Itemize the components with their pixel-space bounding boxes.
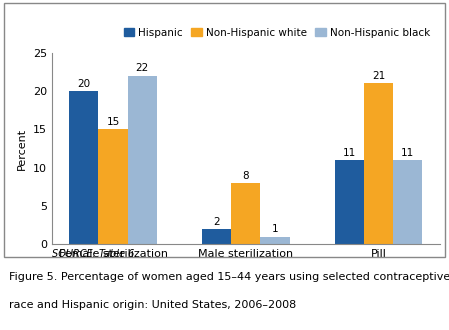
Bar xyxy=(98,129,128,244)
Bar xyxy=(69,91,98,244)
Bar xyxy=(364,83,393,244)
Text: 11: 11 xyxy=(343,148,356,158)
Bar xyxy=(128,76,157,244)
Text: 2: 2 xyxy=(213,216,220,227)
Text: SOURCE: Table 6.: SOURCE: Table 6. xyxy=(52,249,137,259)
Text: 1: 1 xyxy=(272,224,278,234)
Text: Figure 5. Percentage of women aged 15–44 years using selected contraceptive meth: Figure 5. Percentage of women aged 15–44… xyxy=(9,272,449,282)
Legend: Hispanic, Non-Hispanic white, Non-Hispanic black: Hispanic, Non-Hispanic white, Non-Hispan… xyxy=(119,23,434,42)
Bar xyxy=(260,237,290,244)
Bar xyxy=(231,183,260,244)
Bar xyxy=(202,229,231,244)
Text: 20: 20 xyxy=(77,79,90,89)
Bar xyxy=(335,160,364,244)
Text: 15: 15 xyxy=(106,117,120,127)
Text: 22: 22 xyxy=(136,63,149,74)
Text: 11: 11 xyxy=(401,148,414,158)
Bar xyxy=(393,160,423,244)
Y-axis label: Percent: Percent xyxy=(17,127,27,170)
Text: race and Hispanic origin: United States, 2006–2008: race and Hispanic origin: United States,… xyxy=(9,300,296,310)
Text: 21: 21 xyxy=(372,71,385,81)
Text: 8: 8 xyxy=(242,171,249,181)
